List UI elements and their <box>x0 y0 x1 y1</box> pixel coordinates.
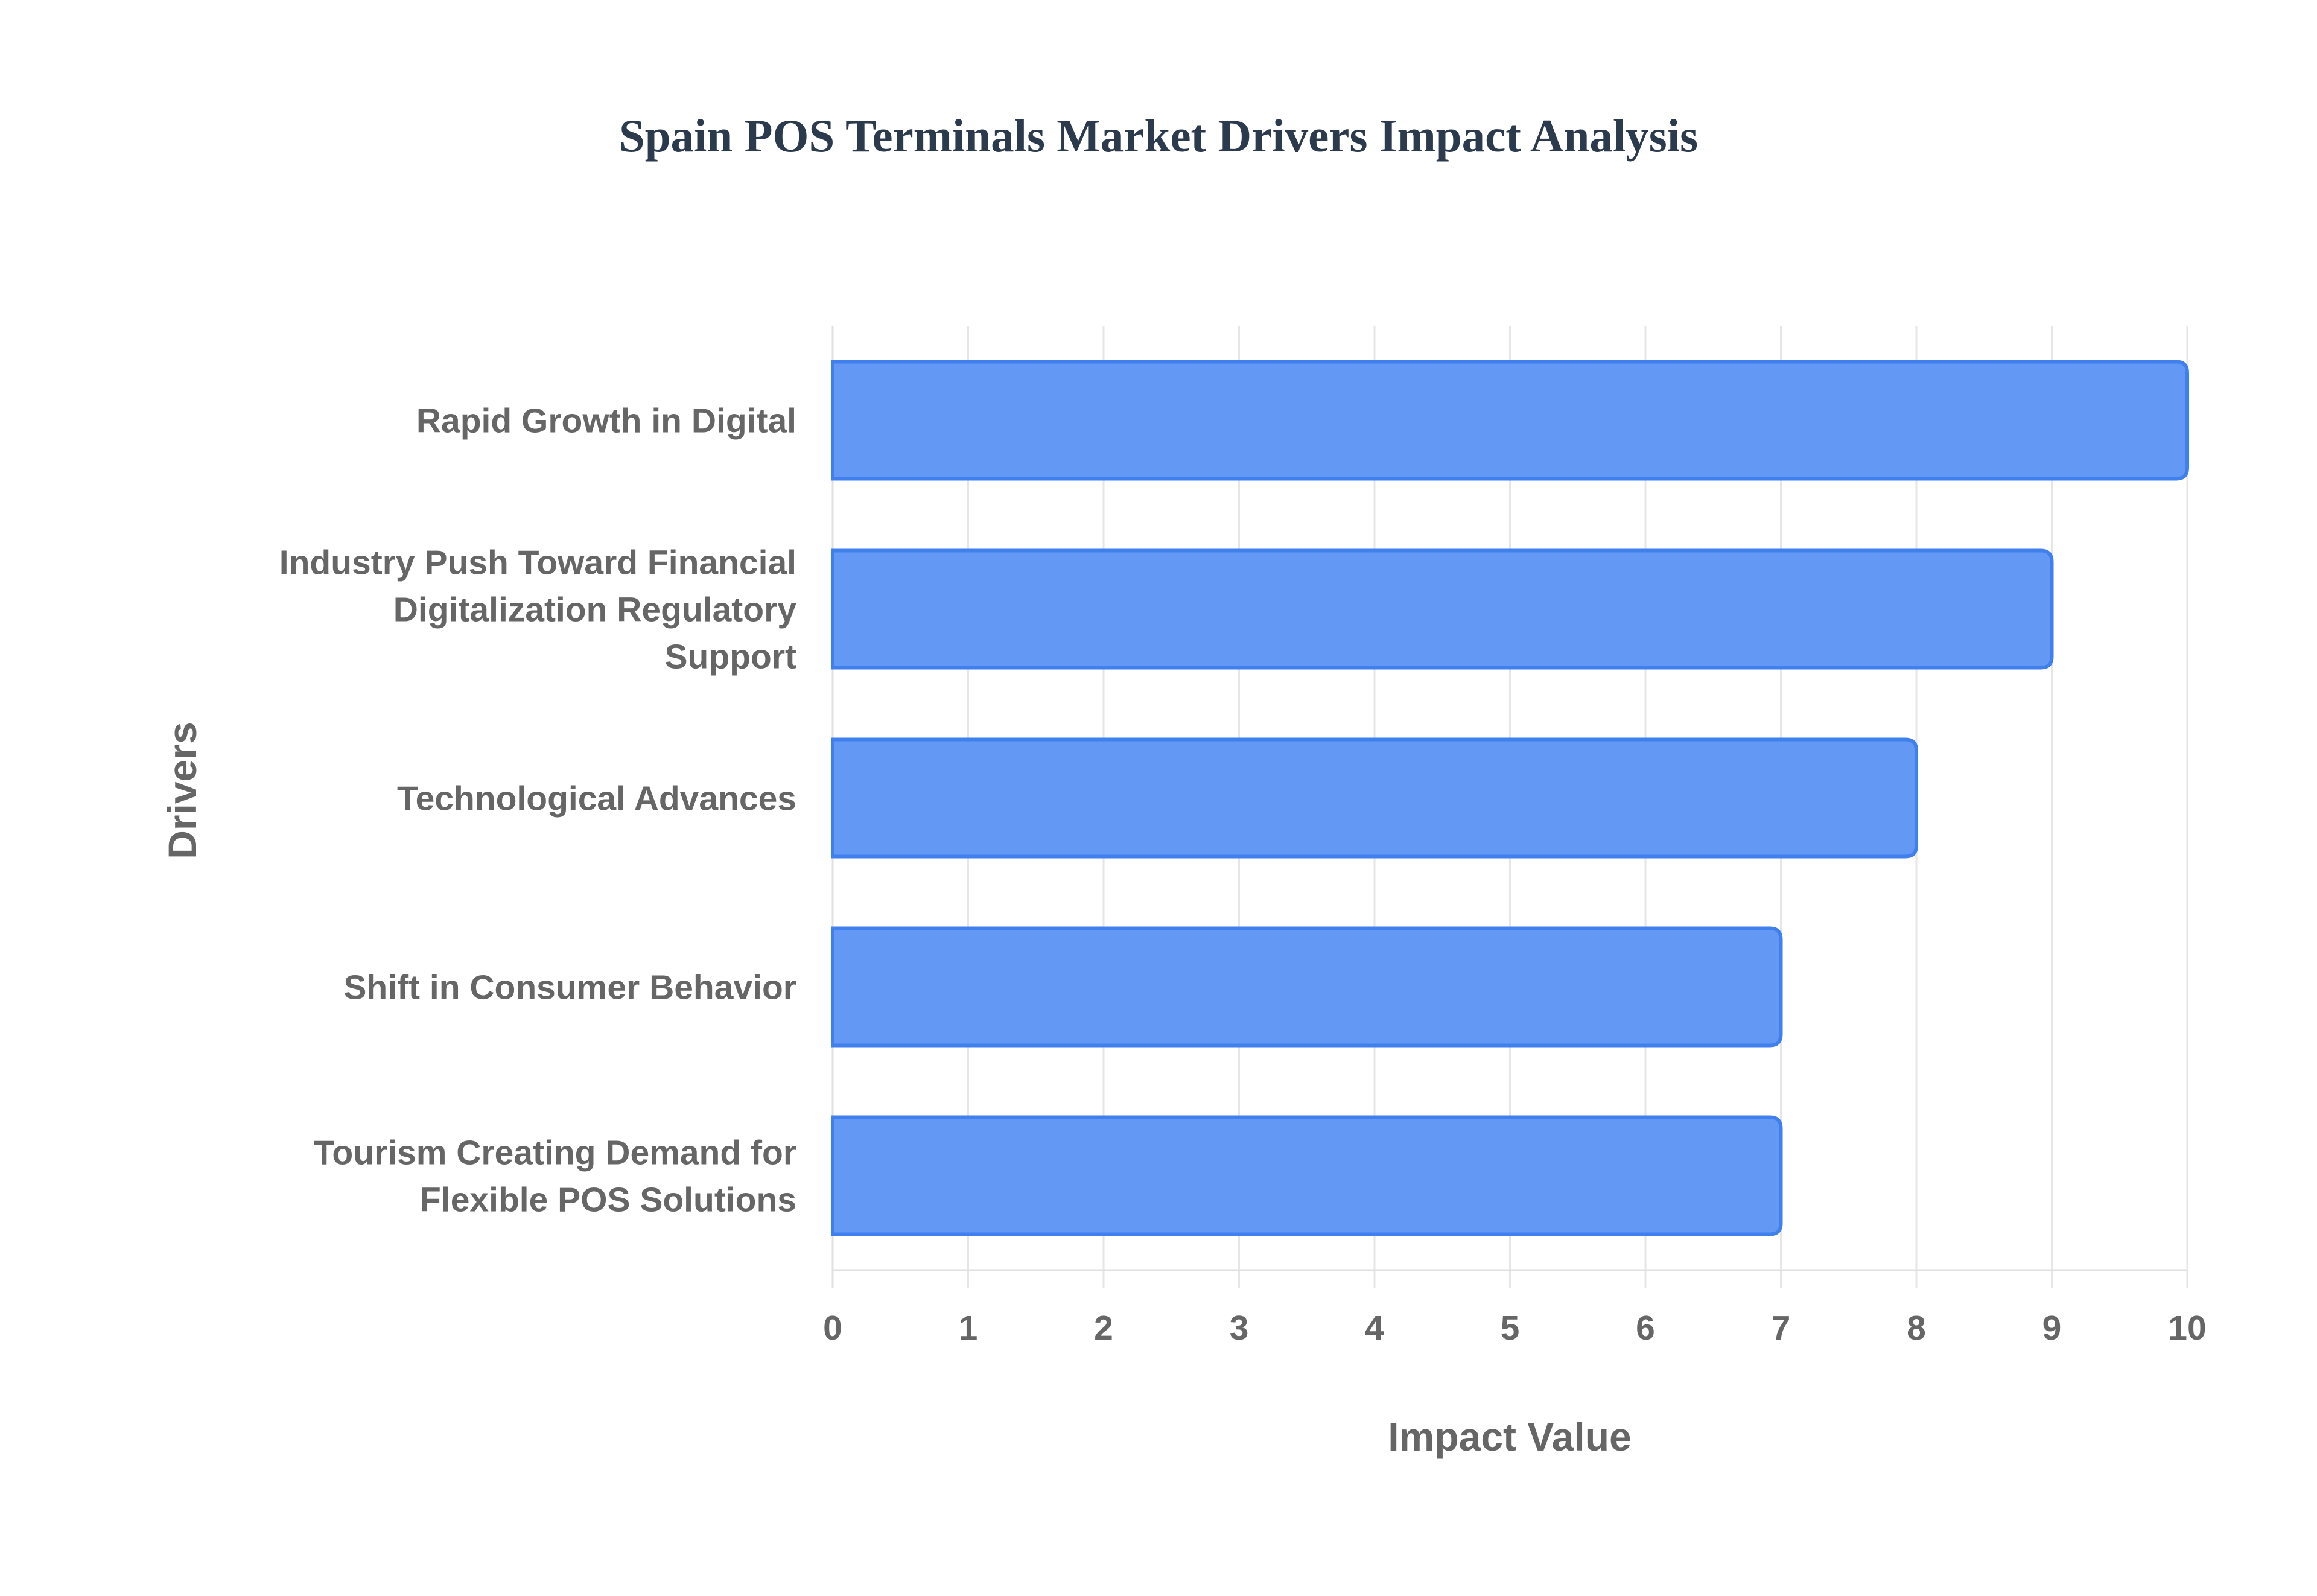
x-tick-label: 0 <box>823 1309 842 1347</box>
y-axis-title: Drivers <box>160 722 205 859</box>
y-category-label: Industry Push Toward Financial <box>279 544 796 582</box>
x-tick-label: 3 <box>1230 1309 1249 1347</box>
y-category-label: Technological Advances <box>397 780 796 818</box>
y-category-label: Digitalization Regulatory <box>393 591 797 629</box>
bar <box>831 1115 1783 1236</box>
bar <box>831 548 2054 670</box>
y-category-label: Flexible POS Solutions <box>420 1181 796 1219</box>
bar <box>831 737 1918 859</box>
x-axis-title: Impact Value <box>1388 1414 1632 1459</box>
x-tick-label: 1 <box>959 1309 978 1347</box>
y-category-label: Support <box>665 638 796 676</box>
x-tick-label: 7 <box>1772 1309 1791 1347</box>
bar <box>831 360 2189 481</box>
y-axis-categories: Rapid Growth in Digital Industry Push Tow… <box>279 402 797 1219</box>
x-tick-label: 8 <box>1907 1309 1926 1347</box>
x-tick-label: 2 <box>1094 1309 1113 1347</box>
x-tick-label: 4 <box>1365 1309 1384 1347</box>
x-tick-label: 6 <box>1636 1309 1655 1347</box>
y-category-label: Rapid Growth in Digital <box>416 402 796 440</box>
x-tick-label: 10 <box>2168 1309 2206 1347</box>
x-axis-ticks: 0 1 2 3 4 5 6 7 8 9 10 <box>823 1309 2207 1347</box>
x-tick-label: 5 <box>1501 1309 1520 1347</box>
x-tick-label: 9 <box>2042 1309 2062 1347</box>
bar <box>831 926 1783 1048</box>
bars <box>831 360 2189 1236</box>
chart-title: Spain POS Terminals Market Drivers Impac… <box>619 110 1698 162</box>
y-category-label: Shift in Consumer Behavior <box>343 968 796 1007</box>
y-category-label: Tourism Creating Demand for <box>314 1134 796 1172</box>
